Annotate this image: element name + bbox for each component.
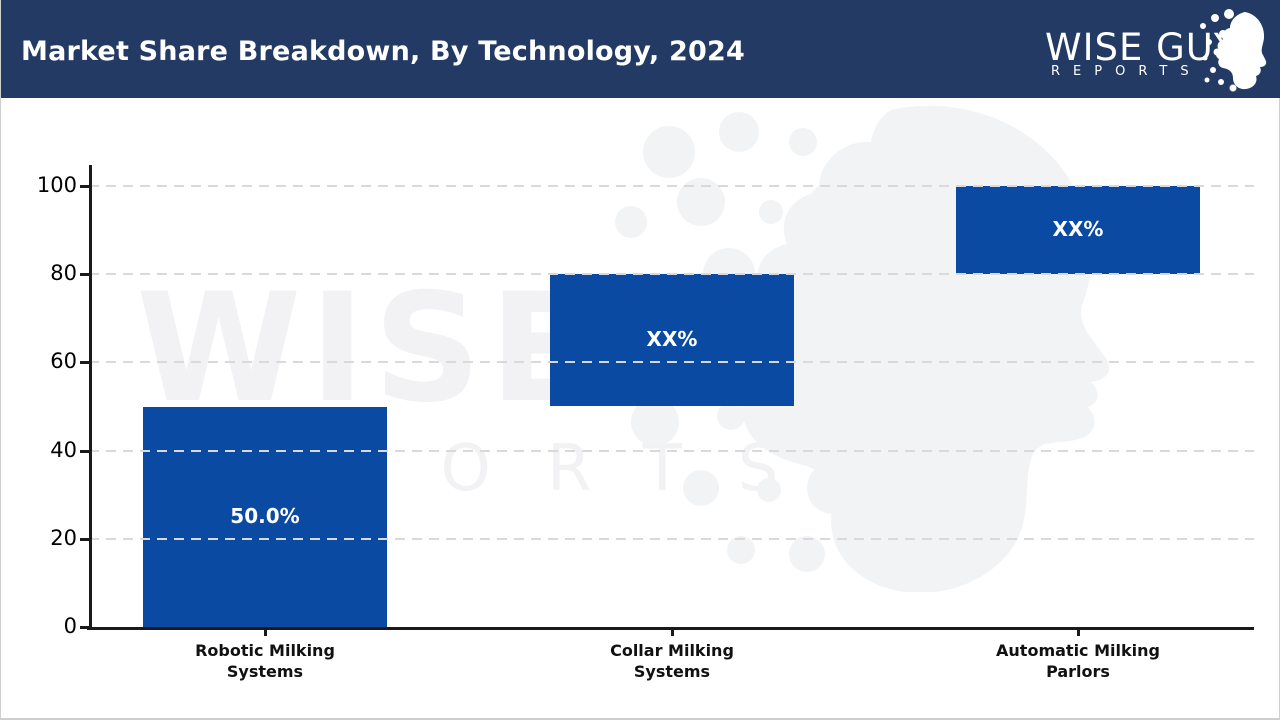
header-bar: Market Share Breakdown, By Technology, 2… bbox=[1, 0, 1280, 98]
y-tick-mark bbox=[80, 626, 89, 629]
y-tick-label: 60 bbox=[50, 349, 77, 374]
gridline bbox=[89, 361, 1254, 364]
y-tick-mark bbox=[80, 537, 89, 541]
x-tick-mark bbox=[671, 627, 674, 636]
x-category-label-line: Systems bbox=[226, 662, 304, 681]
bar-value-label: 50.0% bbox=[230, 503, 300, 528]
x-category-label: Automatic Milking Parlors bbox=[928, 640, 1228, 682]
chart-title: Market Share Breakdown, By Technology, 2… bbox=[21, 36, 746, 67]
gridline bbox=[89, 273, 1254, 276]
y-tick-label: 0 bbox=[63, 614, 77, 638]
x-category-label-line: Robotic Milking bbox=[195, 641, 335, 660]
x-category-label-line: Automatic Milking bbox=[996, 641, 1160, 660]
x-category-label-line: Parlors bbox=[1046, 662, 1110, 681]
bar-segment bbox=[956, 186, 1200, 275]
y-tick-mark bbox=[80, 361, 89, 365]
x-category-label-line: Systems bbox=[633, 662, 711, 681]
x-category-label: Robotic Milking Systems bbox=[115, 640, 415, 682]
gridline bbox=[89, 185, 1254, 187]
y-tick-label: 40 bbox=[50, 437, 77, 462]
y-tick-label: 20 bbox=[50, 525, 77, 550]
y-tick-mark bbox=[80, 185, 89, 188]
wise-guy-reports-logo: WISE GUY REPORTS bbox=[1017, 6, 1267, 94]
bar-segment bbox=[550, 274, 794, 407]
x-category-label: Collar Milking Systems bbox=[522, 640, 822, 682]
y-tick-mark bbox=[80, 449, 89, 453]
gridline bbox=[89, 449, 1254, 452]
x-tick-mark bbox=[1077, 627, 1080, 636]
logo-wordmark: WISE GUY bbox=[1045, 26, 1238, 69]
y-tick-label: 80 bbox=[50, 261, 77, 286]
y-axis-line bbox=[89, 165, 92, 630]
x-tick-mark bbox=[264, 627, 267, 636]
bottom-border-line bbox=[1, 718, 1280, 720]
logo-subtext: REPORTS bbox=[1051, 64, 1202, 79]
gridline bbox=[89, 537, 1254, 540]
y-tick-label: 100 bbox=[36, 173, 77, 197]
bar-value-label: XX% bbox=[1052, 217, 1104, 242]
y-tick-mark bbox=[80, 273, 89, 277]
x-category-label-line: Collar Milking bbox=[610, 641, 734, 660]
dotted-head-profile-icon bbox=[1200, 9, 1267, 92]
bar-value-label: XX% bbox=[646, 327, 698, 352]
x-axis-line bbox=[87, 627, 1254, 630]
bar-segment bbox=[143, 406, 387, 627]
